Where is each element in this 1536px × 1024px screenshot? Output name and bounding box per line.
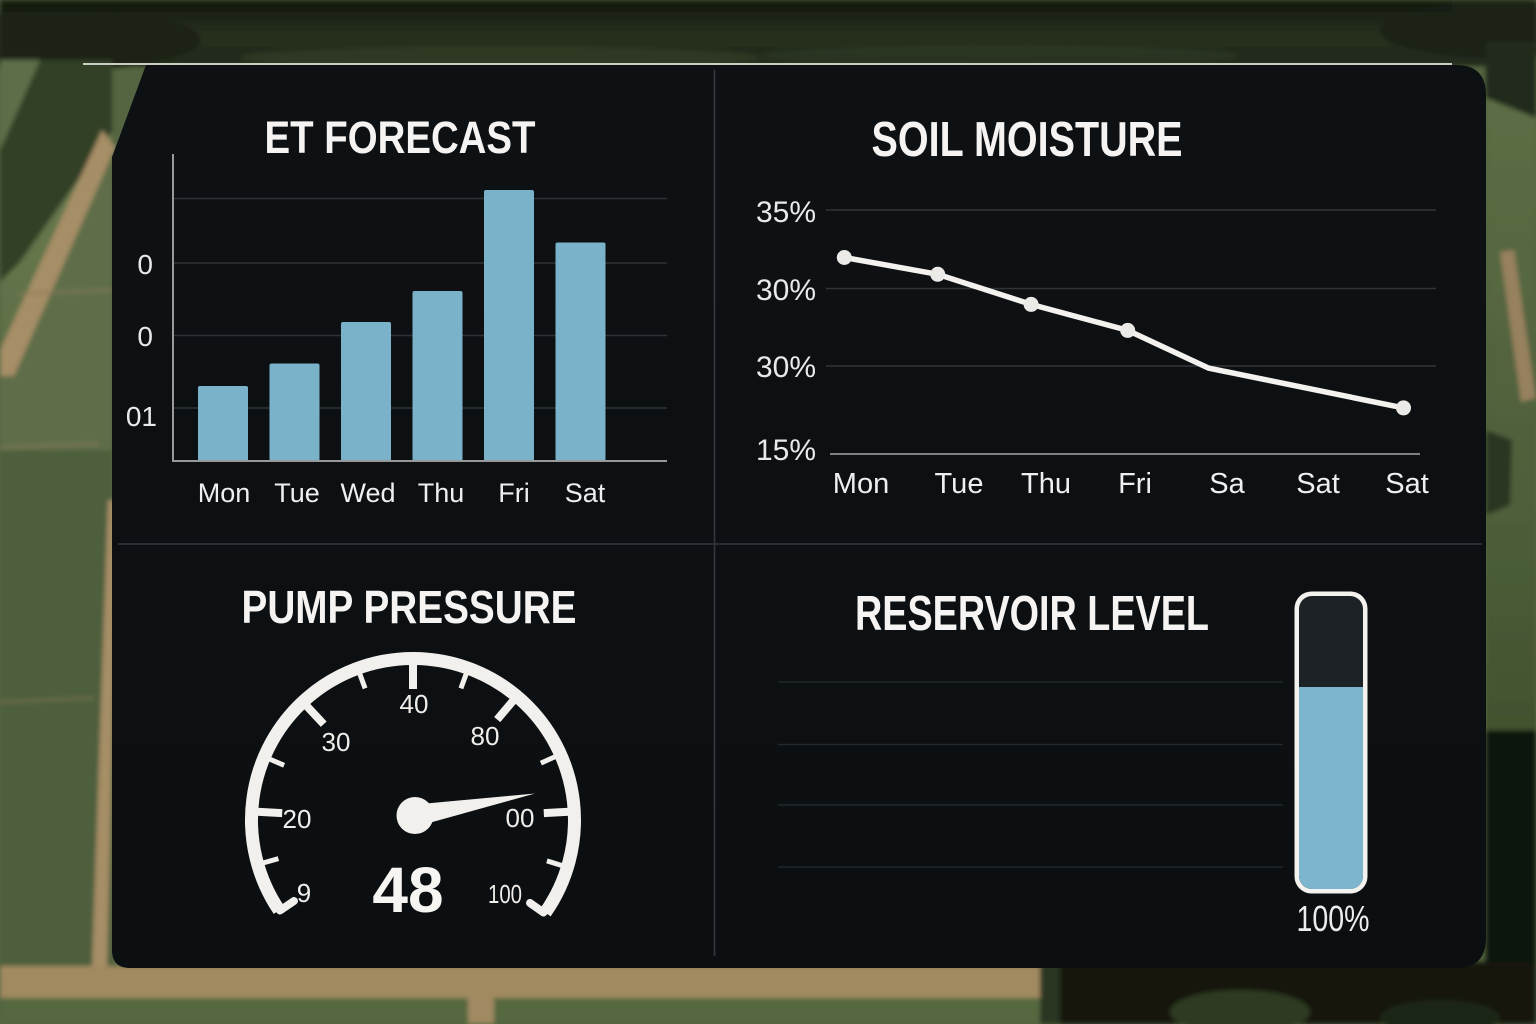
svg-text:Fri: Fri (1118, 468, 1152, 500)
svg-text:100: 100 (488, 879, 522, 909)
svg-text:Tue: Tue (935, 468, 984, 500)
svg-text:40: 40 (400, 689, 429, 719)
svg-text:RESERVOIR LEVEL: RESERVOIR LEVEL (855, 587, 1209, 641)
svg-text:Sa: Sa (1209, 468, 1245, 500)
svg-text:30: 30 (322, 727, 351, 757)
svg-text:15%: 15% (756, 434, 816, 467)
svg-text:Tue: Tue (274, 478, 320, 508)
svg-text:30%: 30% (756, 351, 816, 384)
svg-text:30%: 30% (756, 274, 816, 307)
svg-text:0: 0 (137, 321, 153, 352)
svg-text:Sat: Sat (565, 478, 606, 508)
svg-text:Fri: Fri (498, 478, 529, 508)
svg-text:Sat: Sat (1296, 468, 1340, 500)
svg-text:PUMP PRESSURE: PUMP PRESSURE (242, 581, 577, 633)
svg-text:48: 48 (372, 854, 443, 926)
svg-text:9: 9 (297, 878, 311, 908)
svg-text:80: 80 (471, 721, 500, 751)
svg-text:00: 00 (506, 803, 535, 833)
svg-text:ET FORECAST: ET FORECAST (265, 112, 536, 163)
svg-text:01: 01 (126, 401, 157, 432)
svg-text:0: 0 (137, 249, 153, 280)
svg-text:35%: 35% (756, 196, 816, 229)
svg-text:Mon: Mon (198, 478, 251, 508)
svg-text:Thu: Thu (1021, 468, 1071, 500)
svg-text:Wed: Wed (340, 478, 395, 508)
svg-text:SOIL MOISTURE: SOIL MOISTURE (872, 113, 1183, 167)
svg-text:Thu: Thu (418, 478, 465, 508)
svg-text:Mon: Mon (833, 468, 889, 500)
svg-text:Sat: Sat (1385, 468, 1429, 500)
svg-text:20: 20 (283, 804, 312, 834)
svg-text:100%: 100% (1297, 898, 1370, 939)
